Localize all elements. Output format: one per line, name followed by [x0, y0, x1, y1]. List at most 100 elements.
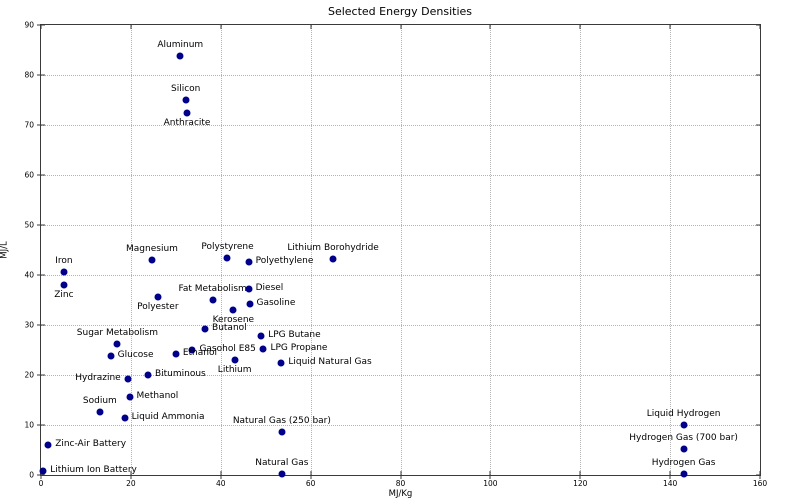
x-tick-mark: [310, 471, 312, 475]
point-label: Polyester: [137, 302, 179, 312]
point-label: Anthracite: [163, 118, 211, 128]
point-label: LPG Propane: [270, 343, 328, 354]
x-tick-mark: [579, 475, 581, 479]
y-tick-mark: [37, 74, 41, 76]
x-tick-mark: [759, 475, 761, 479]
y-tick-mark: [756, 74, 760, 76]
y-tick-label: 90: [24, 20, 34, 30]
y-tick-mark: [756, 424, 760, 426]
y-tick-label: 50: [24, 220, 34, 230]
data-point: [277, 359, 285, 367]
point-label: Silicon: [171, 83, 201, 94]
x-tick-label: 140: [662, 479, 678, 488]
gridline-vertical: [310, 25, 312, 475]
point-label: Magnesium: [126, 244, 178, 255]
y-tick-mark: [756, 124, 760, 126]
x-tick-mark: [400, 25, 401, 29]
point-label: Lithium Ion Battery: [50, 464, 137, 475]
point-label: Gasoline: [256, 298, 296, 309]
point-label: Sodium: [82, 396, 117, 407]
x-tick-mark: [669, 475, 671, 479]
x-tick-mark: [130, 475, 132, 479]
y-tick-mark: [41, 474, 45, 476]
data-point: [60, 281, 68, 289]
gridline-vertical: [670, 25, 672, 475]
x-tick-mark: [400, 475, 401, 479]
data-point: [259, 345, 267, 353]
x-tick-mark: [130, 25, 132, 29]
y-tick-label: 30: [24, 320, 34, 330]
data-point: [278, 470, 286, 478]
y-axis-label: MJ/L: [0, 241, 10, 259]
data-point: [176, 52, 184, 60]
point-label: Zinc-Air Battery: [55, 439, 127, 450]
point-label: Hydrogen Gas (700 bar): [629, 432, 738, 443]
data-point: [209, 296, 217, 304]
gridline-horizontal: [41, 75, 760, 76]
x-tick-mark: [310, 25, 312, 29]
y-tick-mark: [37, 224, 41, 226]
gridline-horizontal: [41, 174, 760, 176]
y-tick-mark: [37, 174, 41, 176]
y-tick-mark: [37, 424, 41, 426]
data-point: [113, 340, 121, 348]
y-tick-mark: [37, 24, 41, 26]
point-label: Ethanol: [182, 347, 217, 358]
y-tick-mark: [37, 124, 41, 126]
y-tick-mark: [41, 174, 45, 176]
x-tick-label: 0: [38, 479, 44, 488]
data-point: [246, 300, 253, 308]
gridline-horizontal: [41, 425, 760, 426]
gridline-vertical: [400, 25, 402, 475]
point-label: Lithium Borohydride: [287, 243, 379, 254]
x-tick-label: 40: [215, 479, 226, 488]
point-label: Fat Metabolism: [178, 284, 247, 295]
point-label: Liquid Ammonia: [131, 411, 205, 422]
y-tick-mark: [41, 224, 45, 226]
y-tick-mark: [37, 324, 41, 326]
y-tick-label: 0: [29, 470, 34, 480]
data-point: [60, 268, 68, 275]
y-tick-label: 60: [24, 170, 34, 180]
gridline-vertical: [220, 25, 222, 475]
point-label: Natural Gas: [255, 458, 309, 469]
x-tick-mark: [40, 25, 42, 29]
x-tick-mark: [220, 475, 222, 479]
gridline-horizontal: [41, 324, 760, 326]
y-tick-mark: [756, 274, 760, 276]
x-tick-mark: [400, 471, 401, 475]
y-tick-mark: [41, 274, 45, 276]
gridline-vertical: [490, 25, 492, 475]
gridline-horizontal: [41, 225, 760, 226]
y-tick-label: 20: [24, 370, 34, 380]
x-tick-label: 160: [752, 479, 768, 488]
gridline-horizontal: [41, 275, 760, 276]
x-tick-mark: [759, 25, 761, 29]
data-point: [96, 408, 104, 416]
y-tick-mark: [756, 174, 760, 176]
x-tick-mark: [220, 25, 222, 29]
point-label: Natural Gas (250 bar): [232, 415, 331, 426]
gridline-vertical: [130, 25, 132, 475]
y-tick-mark: [756, 324, 760, 326]
x-axis-label: MJ/Kg: [388, 489, 413, 499]
y-tick-mark: [41, 74, 45, 76]
data-point: [257, 332, 265, 340]
y-tick-mark: [756, 474, 760, 476]
plot-area: MJ/Kg MJ/L 0 20 40 60 80 100 120 140 160 0 10 20 30 4…: [0, 21, 767, 500]
data-point: [154, 293, 162, 301]
y-tick-mark: [41, 124, 45, 126]
point-label: Liquid Hydrogen: [646, 409, 721, 420]
point-label: Bituminous: [154, 369, 206, 380]
point-label: Zinc: [54, 290, 74, 300]
x-tick-label: 80: [395, 479, 406, 488]
data-point: [39, 467, 47, 474]
x-tick-mark: [489, 475, 491, 479]
point-label: Hydrazine: [75, 372, 121, 383]
data-point: [188, 346, 196, 353]
point-label: LPG Butane: [268, 330, 321, 341]
data-point: [107, 352, 115, 360]
y-tick-mark: [756, 224, 760, 226]
x-tick-mark: [669, 25, 671, 29]
